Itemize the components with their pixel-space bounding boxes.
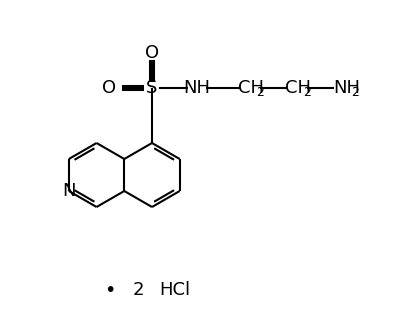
Text: 2: 2 [256,86,263,98]
Text: N: N [62,182,76,200]
Text: HCl: HCl [160,281,190,299]
Text: 2: 2 [351,86,358,98]
Text: 2: 2 [132,281,144,299]
Text: NH: NH [333,79,360,97]
Text: O: O [145,44,159,62]
Text: CH: CH [285,79,311,97]
Text: O: O [102,79,116,97]
Text: S: S [146,79,158,97]
Text: 2: 2 [303,86,310,98]
Text: CH: CH [238,79,264,97]
Text: •: • [104,281,115,299]
Text: NH: NH [184,79,211,97]
